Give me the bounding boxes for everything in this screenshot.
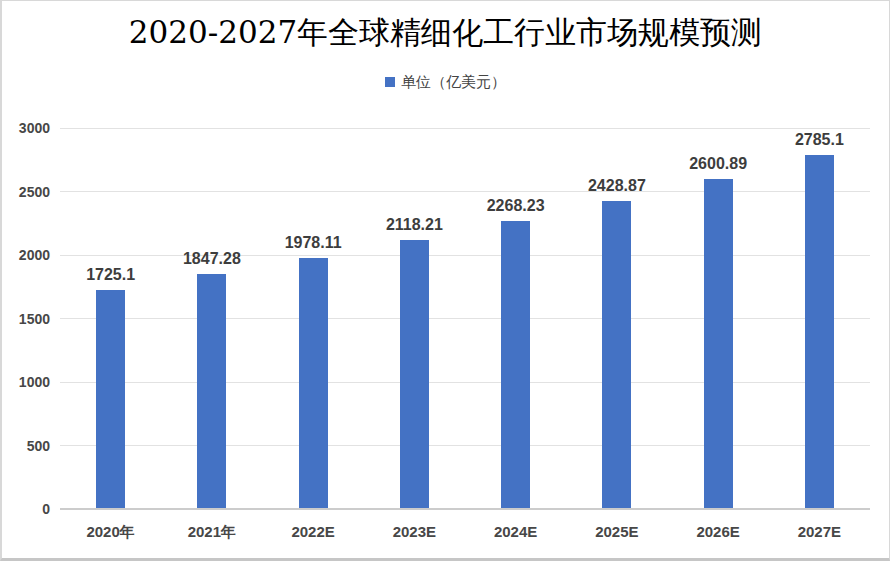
- y-axis-tick: 1000: [2, 373, 50, 391]
- chart-container: 2020-2027年全球精细化工行业市场规模预测 单位（亿美元） 0500100…: [0, 0, 890, 561]
- bar: [197, 274, 226, 509]
- y-axis-tick: 500: [2, 437, 50, 455]
- bar: [96, 290, 125, 509]
- bar: [704, 179, 733, 509]
- plot-area: 0500100015002000250030001725.12020年1847.…: [2, 1, 889, 558]
- gridline: [60, 382, 870, 383]
- gridline: [60, 191, 870, 192]
- x-axis-line: [60, 508, 870, 510]
- y-axis-tick: 2500: [2, 183, 50, 201]
- bar-value-label: 2600.89: [658, 154, 778, 174]
- bar: [602, 201, 631, 509]
- y-axis-tick: 2000: [2, 246, 50, 264]
- bar-value-label: 1978.11: [253, 233, 373, 253]
- y-axis-tick: 0: [2, 500, 50, 518]
- gridline: [60, 318, 870, 319]
- bar-value-label: 2428.87: [557, 176, 677, 196]
- y-axis-tick: 1500: [2, 310, 50, 328]
- bar-value-label: 2118.21: [354, 215, 474, 235]
- x-axis-tick: 2027E: [759, 522, 879, 542]
- bar: [501, 221, 530, 509]
- bar: [299, 258, 328, 509]
- bar: [400, 240, 429, 509]
- bar-value-label: 2268.23: [456, 196, 576, 216]
- y-axis-tick: 3000: [2, 119, 50, 137]
- gridline: [60, 128, 870, 129]
- gridline: [60, 445, 870, 446]
- bar-value-label: 2785.1: [759, 130, 879, 150]
- bar: [805, 155, 834, 509]
